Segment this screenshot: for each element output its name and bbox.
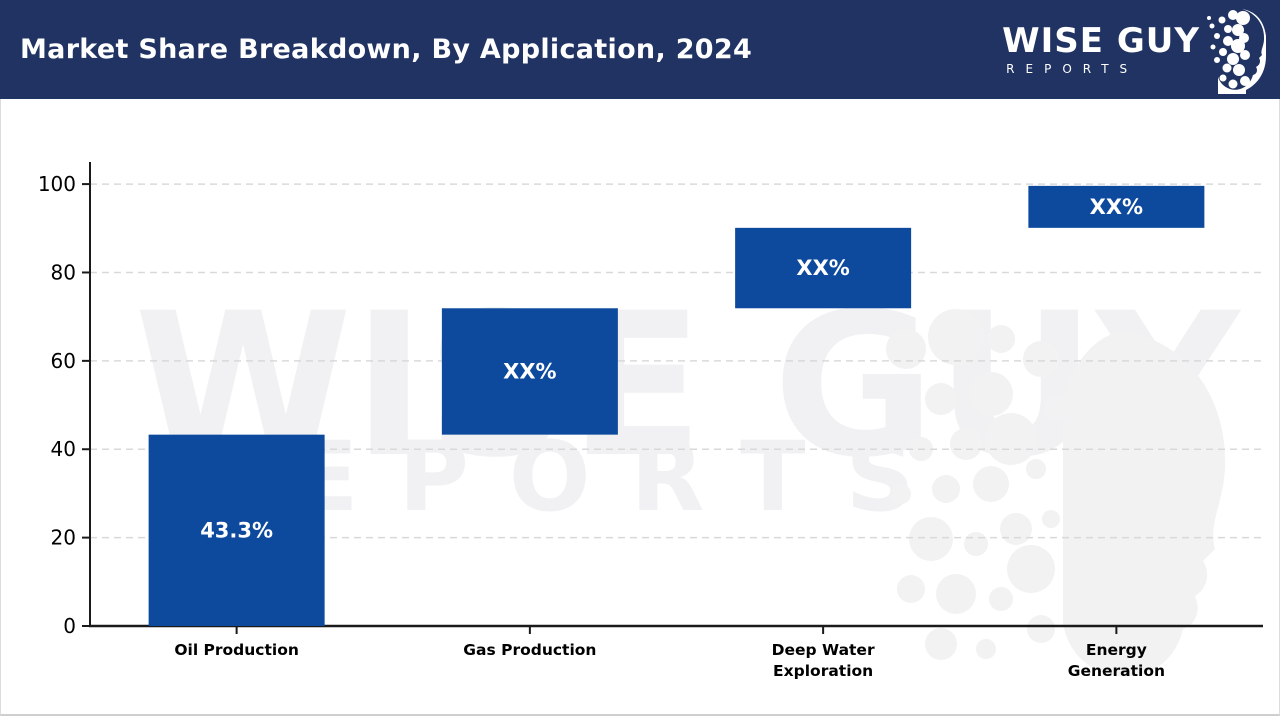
chart-area: WISE GUY REPORTS 0 20 40 60 80 100 43.3% Oil Pr… [0, 99, 1280, 716]
bar [735, 227, 912, 309]
waterfall-chart: 0 20 40 60 80 100 43.3% Oil Production XX% Gas Pr… [38, 162, 1263, 680]
bar-value-label: XX% [796, 256, 849, 280]
logo-text: WISE GUY REPORTS [1002, 21, 1200, 76]
y-tick-label: 100 [38, 172, 76, 196]
x-category-label: Exploration [773, 662, 873, 680]
logo-head-dots-icon [1207, 9, 1266, 94]
y-tick-label: 20 [51, 526, 76, 550]
wise-guy-reports-logo: WISE GUY REPORTS [1002, 6, 1270, 94]
x-category-label: Gas Production [463, 641, 596, 659]
logo-subtitle: REPORTS [1006, 61, 1139, 76]
x-category-label: Deep Water [772, 641, 875, 659]
bar [1028, 185, 1205, 228]
x-category-label: Generation [1068, 662, 1165, 680]
y-tick-label: 40 [51, 437, 76, 461]
y-tick-label: 60 [51, 349, 76, 373]
header-banner: Market Share Breakdown, By Application, … [0, 0, 1280, 99]
bar-value-label: XX% [503, 359, 556, 383]
x-category-label: Oil Production [174, 641, 299, 659]
bar-value-label: XX% [1090, 195, 1143, 219]
bar [441, 308, 618, 435]
logo-wordmark: WISE GUY [1002, 21, 1200, 62]
y-tick-label: 80 [51, 260, 76, 284]
bar [148, 434, 325, 626]
bar-value-label: 43.3% [200, 518, 273, 542]
y-tick-label: 0 [63, 614, 76, 638]
x-category-label: Energy [1086, 641, 1147, 659]
page-title: Market Share Breakdown, By Application, … [20, 34, 753, 65]
